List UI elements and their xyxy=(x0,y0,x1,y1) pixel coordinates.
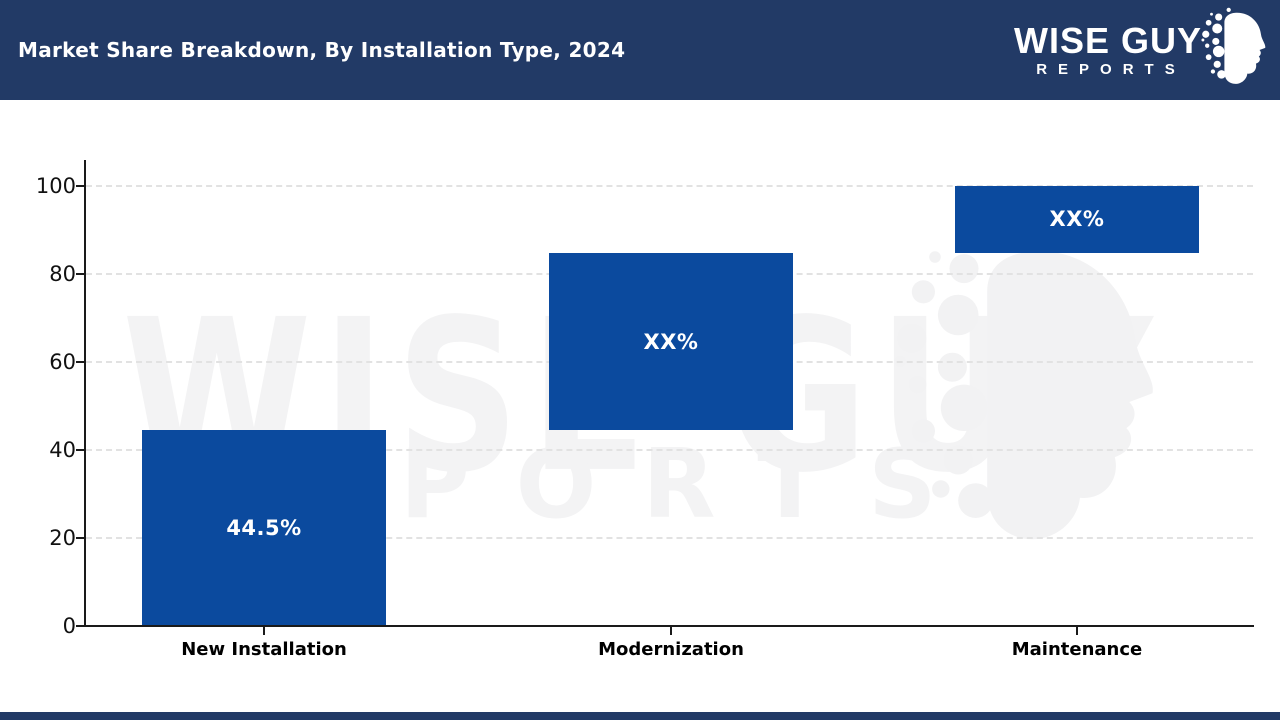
gridline-100 xyxy=(86,185,1253,187)
watermark-head-icon xyxy=(894,230,1153,540)
y-tick-label-20: 20 xyxy=(49,526,76,550)
y-tick-0 xyxy=(76,625,84,627)
x-category-label-1: Modernization xyxy=(598,639,744,660)
y-axis-line xyxy=(84,160,86,627)
logo-wordmark: WISE GUY xyxy=(1013,20,1202,61)
y-tick-label-100: 100 xyxy=(35,174,76,198)
bar-modernization: XX% xyxy=(549,252,793,431)
bar-value-label: XX% xyxy=(643,329,699,354)
chart-title: Market Share Breakdown, By Installation … xyxy=(18,38,626,62)
bar-maintenance: XX% xyxy=(955,186,1199,253)
x-tick-1 xyxy=(670,627,672,635)
gridline-40 xyxy=(86,449,1253,451)
y-tick-100 xyxy=(76,185,84,187)
bar-value-label: XX% xyxy=(1049,207,1105,232)
logo-subtitle: REPORTS xyxy=(1036,61,1186,78)
y-tick-80 xyxy=(76,273,84,275)
wise-guy-logo: WISE GUY REPORTS xyxy=(1014,7,1270,93)
x-tick-0 xyxy=(263,627,265,635)
header-bar: Market Share Breakdown, By Installation … xyxy=(0,0,1280,100)
y-tick-label-0: 0 xyxy=(62,614,76,638)
y-tick-label-40: 40 xyxy=(49,438,76,462)
y-tick-40 xyxy=(76,449,84,451)
y-tick-60 xyxy=(76,361,84,363)
x-category-label-2: Maintenance xyxy=(1011,639,1143,660)
y-tick-20 xyxy=(76,537,84,539)
y-tick-label-60: 60 xyxy=(49,350,76,374)
x-axis-line xyxy=(84,625,1254,627)
gridline-20 xyxy=(86,537,1253,539)
x-category-label-0: New Installation xyxy=(181,639,347,660)
footer-bar xyxy=(0,712,1280,720)
y-tick-label-80: 80 xyxy=(49,262,76,286)
bar-new-installation: 44.5% xyxy=(142,430,386,626)
x-tick-2 xyxy=(1076,627,1078,635)
bar-value-label: 44.5% xyxy=(226,516,302,541)
logo-head-icon xyxy=(1201,7,1266,84)
